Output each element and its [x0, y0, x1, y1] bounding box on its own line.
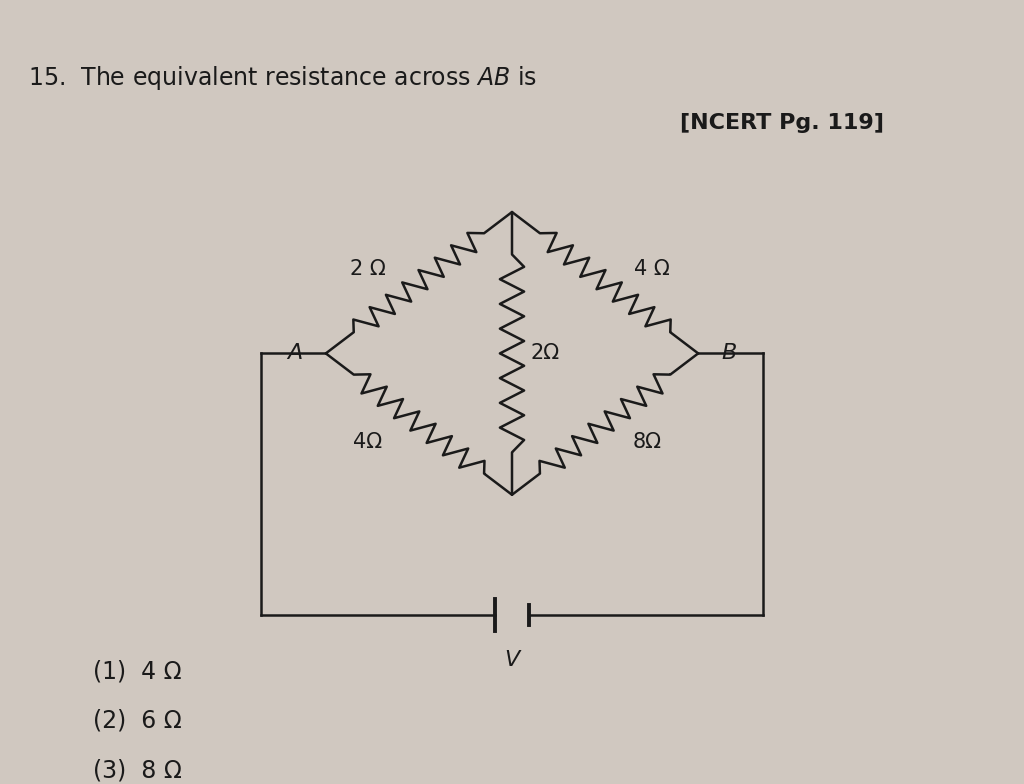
Text: 2Ω: 2Ω: [530, 343, 560, 364]
Text: (1)  4 Ω: (1) 4 Ω: [93, 659, 181, 684]
Text: 8Ω: 8Ω: [633, 432, 662, 452]
Text: [NCERT Pg. 119]: [NCERT Pg. 119]: [680, 113, 885, 133]
Text: (2)  6 Ω: (2) 6 Ω: [93, 709, 182, 733]
Text: B: B: [722, 343, 736, 364]
Text: 4 Ω: 4 Ω: [634, 259, 670, 278]
Text: 15.  The equivalent resistance across $AB$ is: 15. The equivalent resistance across $AB…: [28, 64, 537, 92]
Text: V: V: [505, 650, 519, 670]
Text: 4Ω: 4Ω: [353, 432, 382, 452]
Text: (3)  8 Ω: (3) 8 Ω: [93, 758, 182, 782]
Text: 2 Ω: 2 Ω: [350, 259, 386, 278]
Text: A: A: [288, 343, 302, 364]
